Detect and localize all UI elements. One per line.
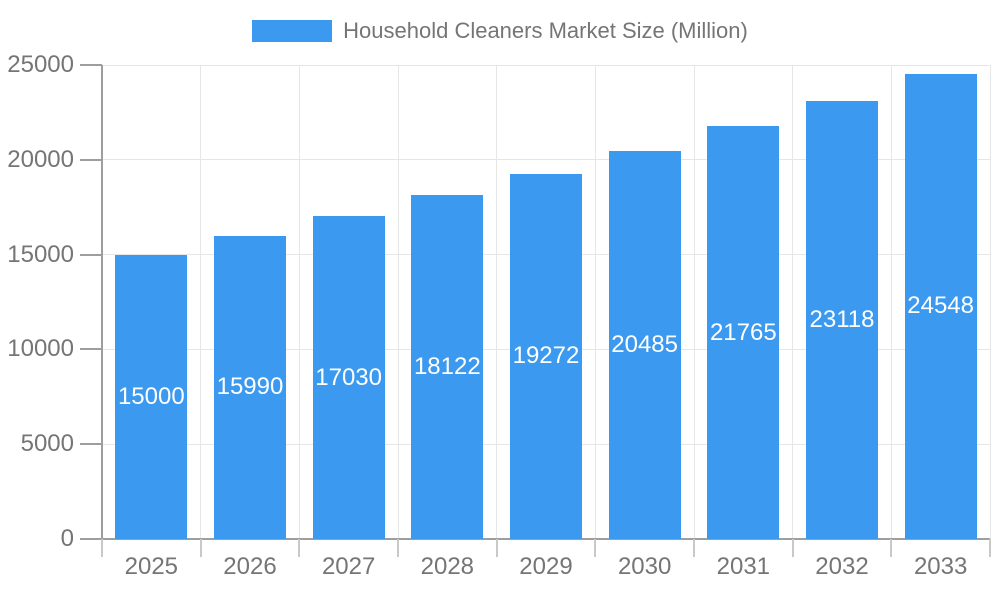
x-axis-tick — [693, 539, 695, 557]
x-axis-category-label: 2027 — [321, 553, 376, 580]
bar-value-label: 19272 — [512, 342, 580, 370]
x-axis-category-label: 2029 — [519, 553, 573, 580]
legend-item[interactable]: Household Cleaners Market Size (Million) — [0, 18, 1000, 44]
gridline-vertical — [496, 65, 498, 539]
y-axis-tick-label: 20000 — [7, 145, 74, 173]
plot-area: 0 5000 10000 15000 20000 25000 15000 2025 15990 2… — [7, 53, 991, 580]
bar[interactable]: 15000 — [115, 254, 188, 539]
gridline-vertical — [890, 65, 892, 539]
bar-value-label: 18122 — [413, 353, 481, 381]
bar[interactable]: 23118 — [805, 100, 878, 539]
x-axis-category-label: 2028 — [420, 553, 475, 580]
y-axis-tick-label: 10000 — [7, 335, 74, 363]
legend-label: Household Cleaners Market Size (Million) — [343, 18, 748, 43]
gridline-vertical — [594, 65, 596, 539]
x-axis-category-label: 2025 — [124, 553, 179, 580]
x-axis-tick — [298, 539, 301, 557]
bar-value-label: 23118 — [809, 305, 875, 333]
x-axis-tick — [989, 539, 991, 557]
y-axis-tick-label: 25000 — [7, 51, 74, 78]
x-axis-category-label: 2032 — [815, 553, 869, 580]
gridline-vertical — [693, 65, 695, 539]
x-axis-category-label: 2031 — [716, 553, 771, 580]
gridline-vertical — [792, 65, 794, 539]
x-axis-category-label: 2026 — [223, 553, 277, 580]
y-axis-tick-label: 0 — [60, 525, 74, 552]
x-axis-tick — [594, 539, 597, 557]
gridline-vertical — [200, 65, 202, 539]
bar-value-label: 15990 — [216, 373, 284, 401]
bar-value-label: 17030 — [315, 363, 383, 391]
gridline-horizontal — [102, 159, 990, 161]
x-axis-tick — [890, 539, 893, 557]
gridline-vertical — [989, 65, 991, 539]
y-axis-tick-label: 15000 — [7, 240, 74, 268]
y-axis-tick — [80, 443, 102, 446]
legend-swatch-icon — [252, 20, 333, 42]
x-axis-tick — [397, 539, 399, 557]
bar-value-label: 24548 — [907, 292, 975, 320]
bar-value-label: 21765 — [709, 318, 777, 346]
bar[interactable]: 20485 — [608, 150, 681, 539]
x-axis-tick — [791, 539, 794, 557]
gridline-horizontal — [102, 64, 990, 66]
gridline-vertical — [397, 65, 399, 539]
bar[interactable]: 19272 — [509, 173, 582, 539]
y-axis-tick — [80, 64, 102, 66]
bar[interactable]: 15990 — [213, 235, 286, 539]
y-axis-tick — [80, 158, 102, 161]
x-axis-tick — [495, 539, 498, 557]
y-axis-line — [101, 65, 103, 539]
x-axis-tick — [199, 539, 202, 557]
x-axis-category-label: 2033 — [913, 553, 968, 580]
bar-value-label: 20485 — [611, 330, 679, 358]
gridline-vertical — [298, 65, 300, 539]
bar-value-label: 15000 — [117, 382, 185, 410]
bar[interactable]: 24548 — [904, 73, 977, 539]
bar[interactable]: 18122 — [411, 195, 484, 539]
x-axis-line — [80, 538, 990, 540]
bar[interactable]: 17030 — [312, 216, 385, 539]
x-axis-tick — [101, 539, 103, 557]
y-axis-tick — [80, 253, 102, 256]
bar[interactable]: 21765 — [707, 126, 780, 539]
y-axis-tick — [80, 348, 102, 351]
x-axis-category-label: 2030 — [617, 553, 672, 580]
y-axis-tick-label: 5000 — [20, 430, 74, 458]
